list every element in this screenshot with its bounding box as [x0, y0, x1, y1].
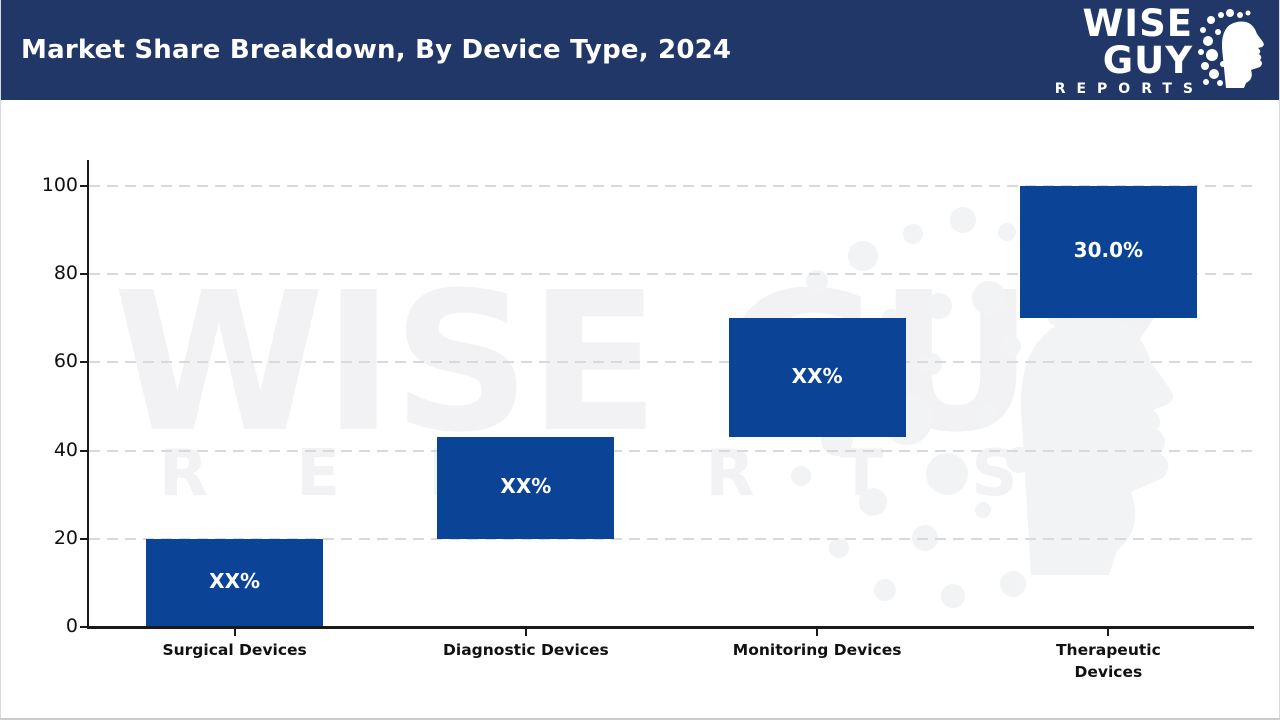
y-axis-line: [87, 160, 89, 629]
x-category-label-therapeutic-devices: Therapeutic Devices: [1055, 641, 1161, 681]
gridline-80: [89, 273, 1254, 276]
x-category-label-monitoring-devices: Monitoring Devices: [732, 641, 902, 659]
x-tickmark-therapeutic-devices: [1107, 629, 1110, 636]
y-tick-label-40: 40: [53, 438, 78, 461]
bar-value-label-diagnostic-devices: XX%: [500, 474, 552, 499]
y-tick-label-20: 20: [53, 526, 78, 549]
x-axis-line: [87, 626, 1254, 629]
y-tick-label-0: 0: [65, 615, 78, 637]
y-tickmark-40: [80, 449, 88, 452]
gridline-100: [89, 185, 1254, 187]
y-tickmark-80: [80, 273, 88, 276]
bar-value-label-therapeutic-devices: 30.0%: [1073, 238, 1144, 263]
header-band: Market Share Breakdown, By Device Type, …: [1, 0, 1279, 100]
y-tick-label-60: 60: [53, 350, 78, 373]
bar-value-label-monitoring-devices: XX%: [791, 363, 843, 388]
logo-face-icon: [1198, 9, 1264, 88]
gridline-60: [89, 361, 1254, 364]
bar-monitoring-devices: [728, 318, 906, 438]
y-tickmark-60: [80, 361, 88, 364]
chart-title: Market Share Breakdown, By Device Type, …: [21, 35, 732, 65]
x-category-label-diagnostic-devices: Diagnostic Devices: [443, 641, 609, 659]
x-category-label-surgical-devices: Surgical Devices: [162, 641, 307, 659]
logo-text: WISE GUY REPORTS: [1017, 5, 1193, 96]
logo-wordmark: WISE GUY: [1082, 1, 1193, 82]
y-tickmark-20: [80, 537, 88, 540]
gridline-20: [89, 537, 1254, 540]
bar-value-label-surgical-devices: XX%: [209, 568, 261, 593]
x-tickmark-surgical-devices: [233, 629, 236, 636]
bar-surgical-devices: [146, 538, 324, 627]
gridline-40: [89, 449, 1254, 452]
x-tickmark-diagnostic-devices: [524, 629, 527, 636]
wise-guy-reports-logo: WISE GUY REPORTS: [1017, 5, 1267, 96]
bar-therapeutic-devices: [1019, 186, 1197, 319]
bar-diagnostic-devices: [437, 437, 615, 539]
x-tickmark-monitoring-devices: [816, 629, 819, 636]
bar-chart-plot-area: 0 20 40 60 80 100 XX% Surgical Devices XX% Diagno…: [1, 100, 1279, 718]
y-tick-label-100: 100: [41, 174, 78, 196]
y-tickmark-100: [80, 185, 88, 187]
logo-subtitle: REPORTS: [1054, 80, 1204, 97]
y-tick-label-80: 80: [53, 262, 78, 285]
y-tickmark-0: [80, 626, 88, 628]
